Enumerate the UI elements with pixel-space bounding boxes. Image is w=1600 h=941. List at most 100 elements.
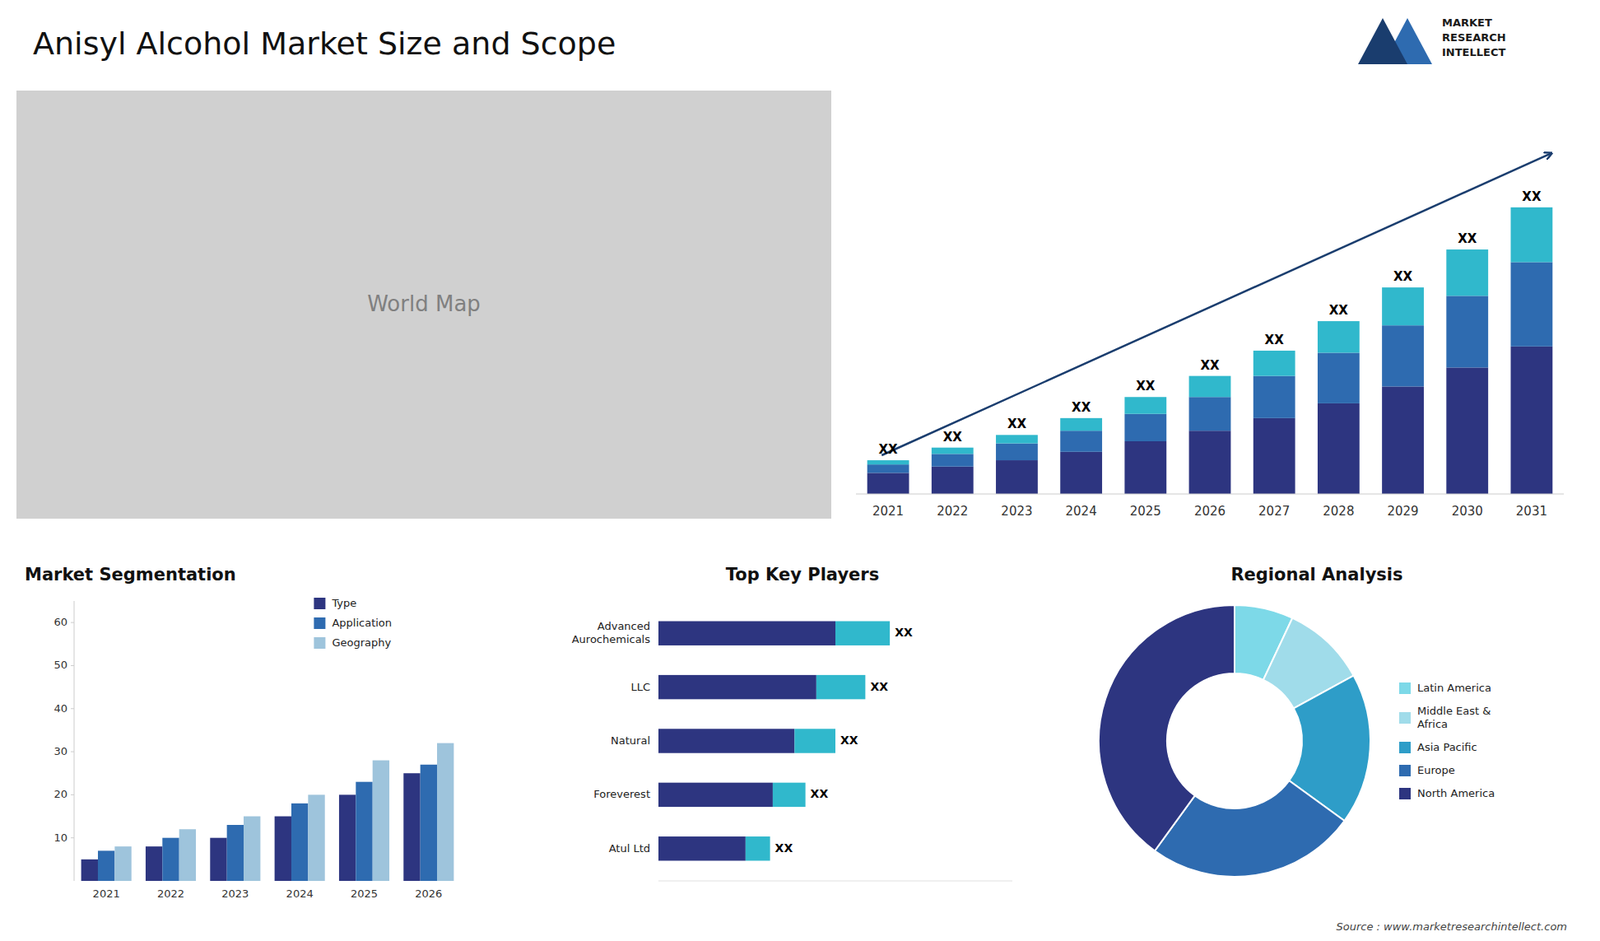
text-line: Application [331, 616, 392, 629]
y-tick [70, 794, 75, 796]
logo: MARKETRESEARCHINTELLECT [1358, 16, 1507, 65]
y-tick [70, 665, 75, 666]
x-tick-label: 2030 [1451, 503, 1484, 519]
text-line: 2025 [1130, 503, 1162, 519]
total-label: XX [1071, 400, 1092, 415]
text-line: 60 [53, 615, 68, 628]
bars [867, 207, 1554, 494]
text-line: 2025 [350, 887, 378, 900]
bar [81, 859, 98, 881]
total-label: XX [1135, 378, 1156, 394]
y-tick [70, 622, 75, 624]
text-line: 2023 [221, 887, 249, 900]
total-label: XX [1521, 189, 1542, 205]
legend-label: Middle East &Africa [1417, 704, 1491, 731]
logo-shape [1358, 18, 1408, 65]
logo-text: MARKETRESEARCHINTELLECT [1441, 16, 1507, 59]
x-tick-label: 2028 [1322, 503, 1354, 519]
x-tick-label: 2021 [872, 503, 904, 519]
y-tick-label: 60 [53, 615, 68, 628]
total-label: XX [840, 733, 859, 747]
page: {"chart_data": [ {"type": "map", "title"… [0, 0, 1600, 941]
text-line: 2021 [93, 887, 121, 900]
bar-segment [1446, 295, 1489, 368]
text-line: 2026 [414, 887, 442, 900]
text-line: XX [1007, 416, 1028, 432]
legend-swatch [313, 597, 326, 610]
source: Source : www.marketresearchintellect.com [1336, 920, 1568, 933]
text-line: XX [775, 841, 794, 855]
text-line: INTELLECT [1441, 46, 1506, 59]
x-tick-label: 2029 [1386, 503, 1419, 519]
bar-segment [658, 836, 746, 861]
slice [1098, 604, 1235, 851]
bar [209, 837, 227, 881]
bar-segment [658, 621, 836, 646]
bar [227, 824, 244, 881]
legend-swatch [1399, 764, 1411, 777]
x-tick-label: 2031 [1516, 503, 1548, 519]
text-line: Latin America [1417, 681, 1492, 694]
text-line: 10 [53, 830, 68, 843]
text-line: 2027 [1258, 503, 1290, 519]
y-tick-label: 50 [53, 658, 68, 671]
text-line: XX [943, 429, 963, 445]
bar [372, 760, 390, 881]
background [0, 0, 1600, 941]
text-line: Natural [610, 734, 651, 747]
y-axis-line [74, 600, 75, 881]
total-label: XX [1265, 332, 1285, 348]
bars [81, 743, 455, 881]
legend-label: North America [1417, 786, 1495, 800]
text-line: XX [894, 625, 913, 639]
map-label: World Map [367, 291, 481, 317]
bar-segment [867, 460, 910, 465]
bar-segment [867, 472, 910, 494]
legend-label: Europe [1417, 763, 1456, 777]
bar-segment [1446, 367, 1489, 494]
x-tick-label: 2021 [93, 887, 121, 900]
bar-segment [1189, 396, 1232, 431]
y-tick-label: 10 [53, 830, 68, 843]
bar-segment [1189, 376, 1232, 398]
bar-segment [1060, 451, 1103, 494]
text-line: World Map [367, 291, 481, 317]
bar-segment [1253, 418, 1296, 494]
text-line: 40 [53, 701, 68, 714]
y-tick [70, 837, 75, 838]
text-line: Middle East & [1417, 704, 1491, 717]
panel-title: Top Key Players [725, 564, 880, 585]
bar-segment [1124, 396, 1167, 414]
text-line: Europe [1417, 763, 1456, 777]
total-label: XX [810, 786, 829, 800]
legend-swatch [313, 637, 326, 649]
x-tick-label: 2025 [1130, 503, 1162, 519]
x-tick-label: 2025 [350, 887, 378, 900]
bar-segment [794, 728, 836, 753]
text-line: MARKET [1441, 16, 1493, 29]
y-tick-label: 40 [53, 701, 68, 714]
y-tick-label: Foreverest [593, 787, 651, 800]
trend-arrow [881, 153, 1551, 456]
bar [355, 781, 373, 881]
bar [274, 816, 292, 881]
text-line: North America [1417, 786, 1495, 800]
text-line: XX [879, 441, 899, 457]
total-label: XX [1457, 231, 1478, 247]
legend-label: Geography [331, 636, 391, 649]
x-tick-label: 2027 [1258, 503, 1290, 519]
bar-segment [995, 443, 1038, 461]
total-label: XX [894, 625, 913, 639]
baseline [855, 493, 1564, 495]
panel-title: Market Segmentation [24, 564, 237, 585]
bar [243, 816, 261, 881]
bar [437, 743, 454, 881]
text-line: 30 [53, 744, 68, 758]
bars [658, 621, 890, 861]
bar-segment [1189, 430, 1232, 494]
bar-segment [1381, 287, 1424, 326]
bar-segment [658, 728, 795, 753]
key-players-chart: Top Key PlayersXXAdvancedAurochemicalsXX… [572, 564, 1013, 881]
x-tick-label: 2026 [414, 887, 442, 900]
text-line: XX [1265, 332, 1285, 348]
